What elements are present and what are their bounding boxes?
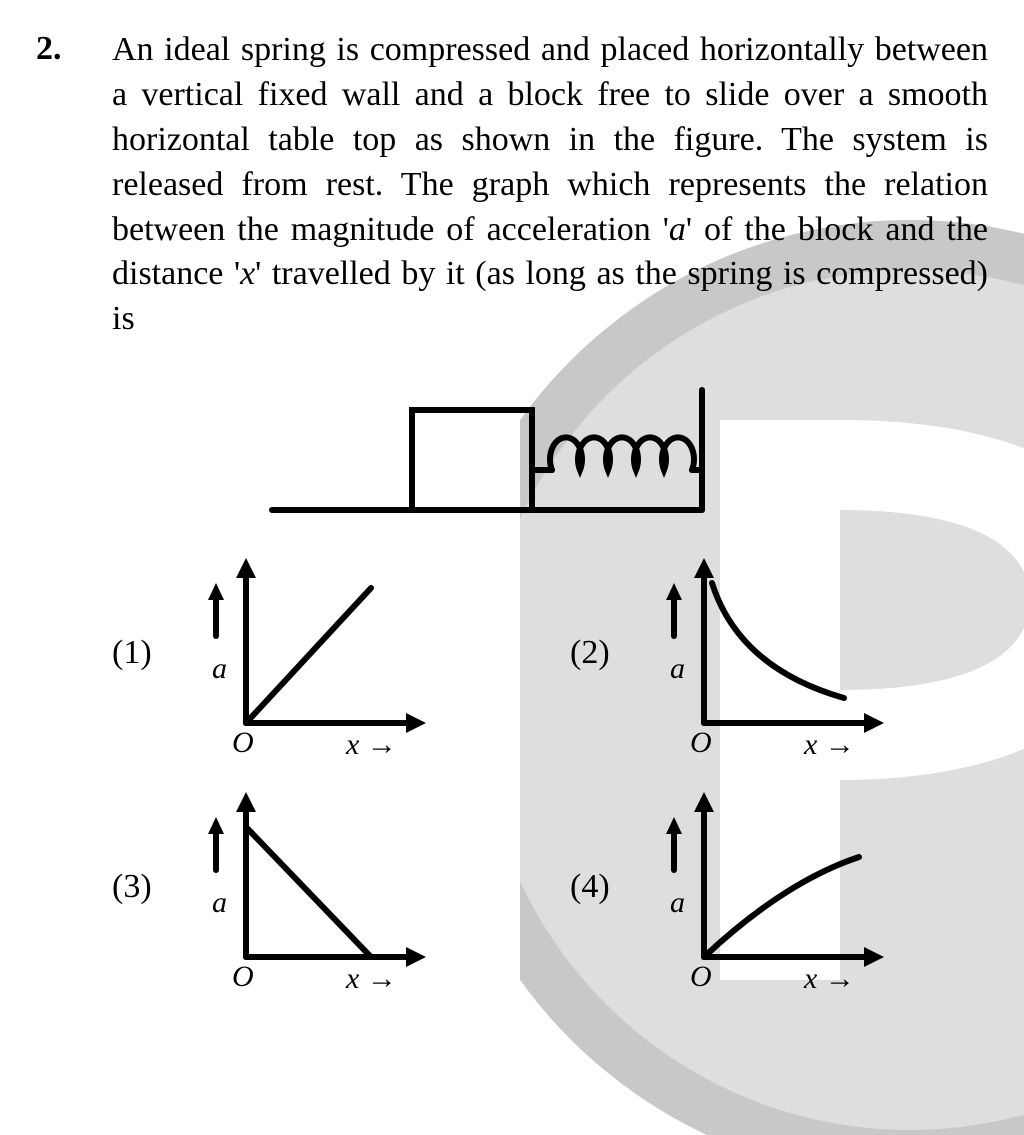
options-grid: (1) a O x → — [112, 548, 988, 992]
origin-label: O — [232, 726, 254, 758]
y-axis-label: a — [212, 652, 227, 685]
option-4-label: (4) — [570, 868, 626, 906]
svg-text:a: a — [212, 886, 227, 919]
svg-text:x →: x → — [345, 962, 397, 992]
option-4: (4) a O x → — [570, 782, 988, 992]
svg-text:x →: x → — [803, 728, 855, 758]
option-2-label: (2) — [570, 634, 626, 672]
option-1-label: (1) — [112, 634, 168, 672]
option-2: (2) a O x → — [570, 548, 988, 758]
svg-text:O: O — [690, 726, 712, 758]
graph-1: a O x → — [186, 548, 446, 758]
x-axis-label: x — [345, 728, 360, 758]
graph-3: a O x → — [186, 782, 446, 992]
block-shape — [412, 410, 532, 510]
svg-text:O: O — [690, 960, 712, 992]
question-block: 2. An ideal spring is compressed and pla… — [0, 0, 1024, 1028]
option-3: (3) a O x → — [112, 782, 530, 992]
option-3-label: (3) — [112, 868, 168, 906]
svg-text:a: a — [670, 652, 685, 685]
svg-text:x →: x → — [803, 962, 855, 992]
curve-3 — [246, 827, 371, 957]
question-text: An ideal spring is compressed and placed… — [112, 28, 988, 342]
curve-4 — [704, 857, 859, 957]
svg-text:O: O — [232, 960, 254, 992]
curve-2 — [712, 583, 844, 698]
setup-diagram — [232, 370, 792, 540]
spring-shape — [532, 437, 702, 470]
svg-text:x →: x → — [345, 728, 397, 758]
graph-2: a O x → — [644, 548, 904, 758]
question-number: 2. — [36, 28, 112, 68]
graph-4: a O x → — [644, 782, 904, 992]
option-1: (1) a O x → — [112, 548, 530, 758]
curve-1 — [246, 588, 371, 723]
svg-text:a: a — [670, 886, 685, 919]
